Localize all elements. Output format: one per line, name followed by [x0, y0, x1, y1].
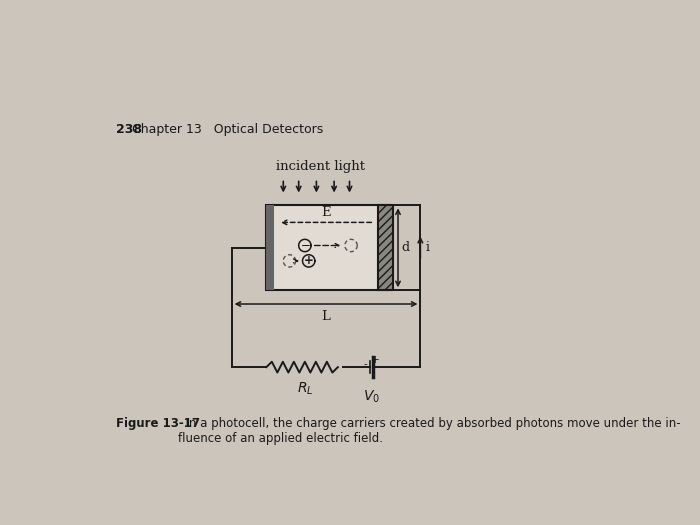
Text: -: -: [364, 359, 368, 369]
Bar: [378, 205, 393, 290]
Text: Figure 13-17: Figure 13-17: [116, 417, 200, 430]
Text: −: −: [300, 239, 310, 252]
Text: d: d: [402, 242, 410, 254]
Text: +: +: [372, 355, 380, 365]
Bar: [266, 205, 274, 290]
Text: $R_L$: $R_L$: [297, 381, 313, 397]
Text: 238: 238: [116, 123, 142, 136]
Text: E: E: [321, 206, 331, 219]
Text: i: i: [426, 240, 430, 254]
Text: $V_0$: $V_0$: [363, 388, 379, 405]
Text: incident light: incident light: [276, 160, 365, 173]
Bar: [266, 205, 389, 290]
Text: In a photocell, the charge carriers created by absorbed photons move under the i: In a photocell, the charge carriers crea…: [178, 417, 680, 445]
Text: L: L: [321, 310, 330, 323]
Text: +: +: [304, 255, 314, 267]
Text: Chapter 13   Optical Detectors: Chapter 13 Optical Detectors: [116, 123, 323, 136]
